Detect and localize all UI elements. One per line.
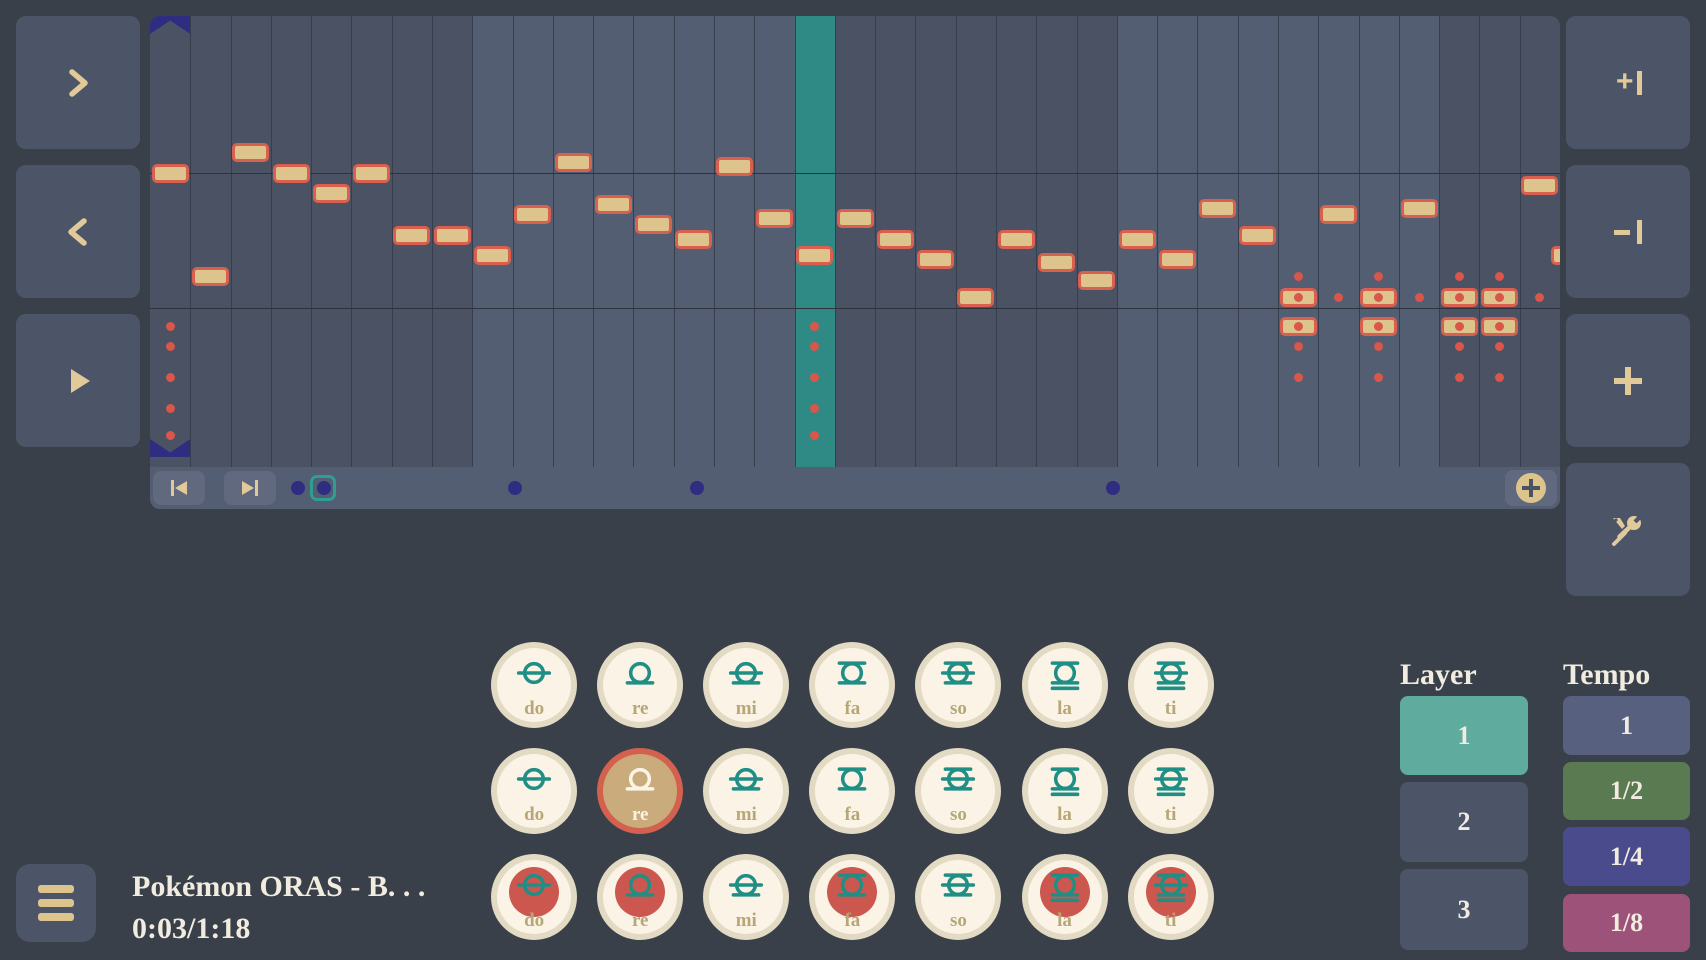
svg-text:+: + <box>1616 65 1634 98</box>
